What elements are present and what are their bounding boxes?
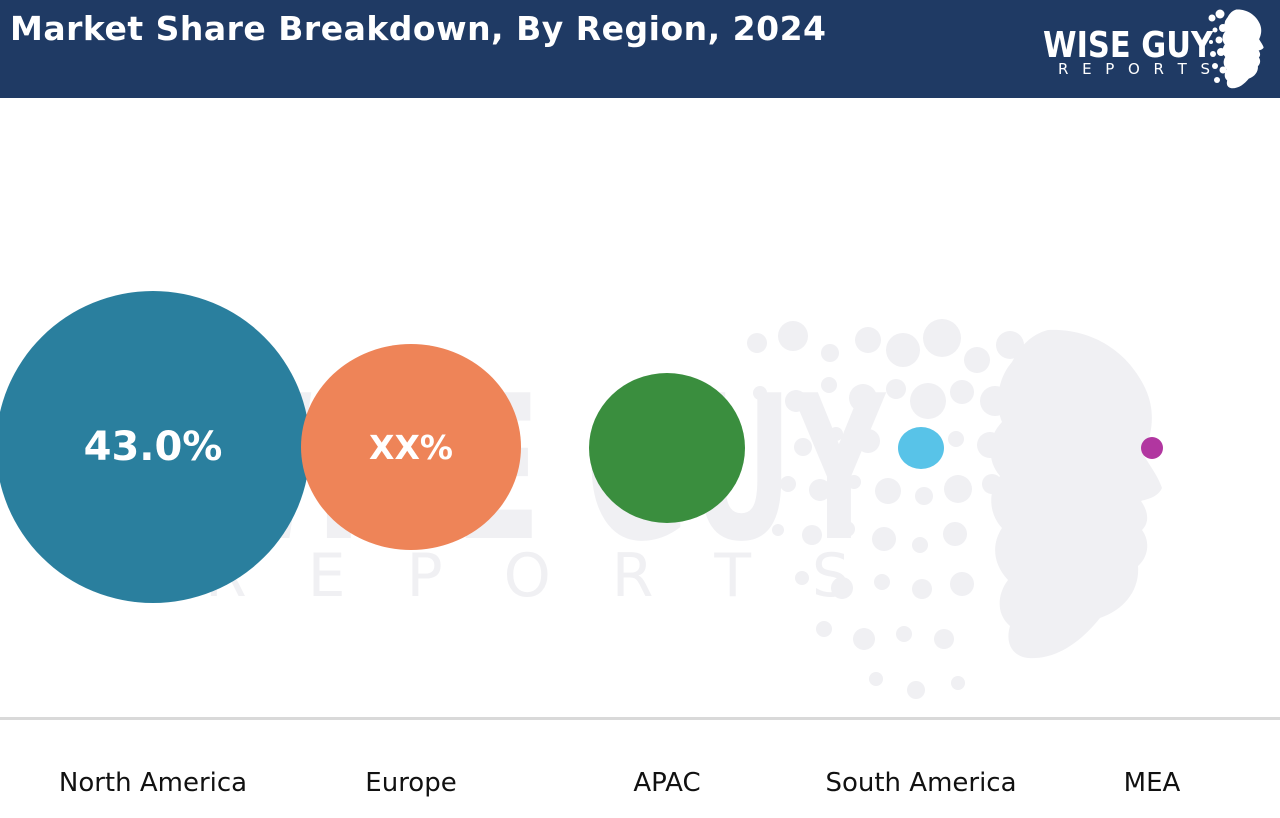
category-label-north-america: North America xyxy=(58,768,248,798)
brand-wordmark: WISE GUY xyxy=(1043,25,1214,66)
category-label-europe: Europe xyxy=(365,768,457,798)
brand-subtext: R E P O R T S xyxy=(1058,60,1210,78)
bubble-south-america xyxy=(898,427,944,469)
bubble-value-label: 43.0% xyxy=(83,424,223,470)
brand-head-icon xyxy=(1208,9,1264,89)
bubble-mea xyxy=(1141,437,1163,459)
bubble-layer: 43.0% North America XX% Europe APAC South Ame… xyxy=(0,98,1280,818)
bubble-apac xyxy=(589,373,745,523)
bubble-europe: XX% xyxy=(301,344,521,550)
brand-logo: WISE GUY R E P O R T S xyxy=(1043,9,1264,89)
plot-area: WISE GUY R E P O R T S xyxy=(0,98,1280,798)
bottom-axis-strip xyxy=(0,717,1280,720)
bubble-value-label: XX% xyxy=(369,427,453,467)
category-label-mea: MEA xyxy=(1123,768,1181,798)
category-label-apac: APAC xyxy=(633,768,701,798)
chart-title: Market Share Breakdown, By Region, 2024 xyxy=(10,9,827,48)
header-bar: Market Share Breakdown, By Region, 2024 … xyxy=(0,0,1280,98)
bubble-north-america: 43.0% xyxy=(0,291,310,603)
category-label-south-america: South America xyxy=(825,768,1017,798)
